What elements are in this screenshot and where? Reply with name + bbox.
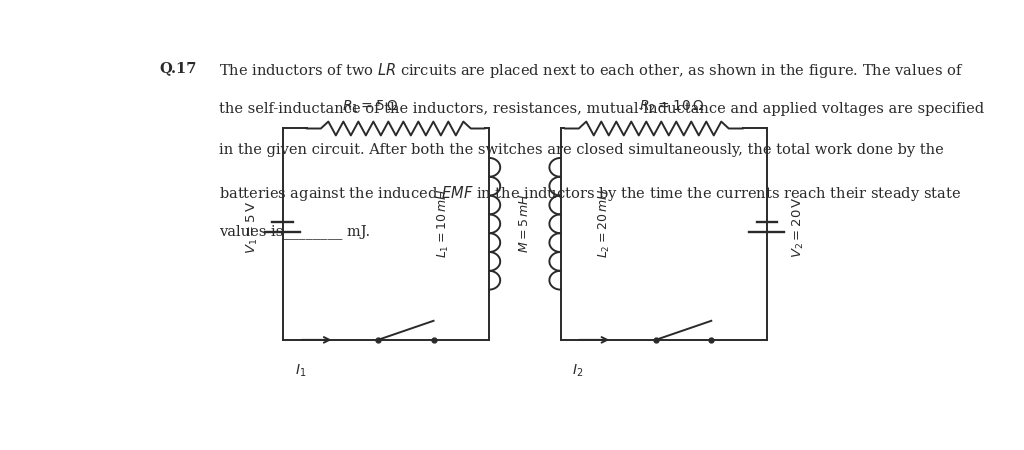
Text: in the given circuit. After both the switches are closed simultaneously, the tot: in the given circuit. After both the swi… bbox=[219, 143, 944, 157]
Text: $R_1 = 5\,\Omega$: $R_1 = 5\,\Omega$ bbox=[342, 98, 398, 115]
Text: $L_1 = 10\,mH$: $L_1 = 10\,mH$ bbox=[435, 189, 451, 258]
Text: batteries against the induced $EMF$ in the inductors by the time the currents re: batteries against the induced $EMF$ in t… bbox=[219, 184, 962, 202]
Text: values is________ mJ.: values is________ mJ. bbox=[219, 225, 371, 239]
Text: $V_1 = 5\,\mathrm{V}$: $V_1 = 5\,\mathrm{V}$ bbox=[245, 201, 260, 254]
Text: the self-inductance of the inductors, resistances, mutual-inductance and applied: the self-inductance of the inductors, re… bbox=[219, 102, 984, 116]
Text: $I_1$: $I_1$ bbox=[295, 362, 306, 379]
Text: $M = 5\,mH$: $M = 5\,mH$ bbox=[518, 194, 531, 253]
Text: $R_2 = 10\,\Omega$: $R_2 = 10\,\Omega$ bbox=[639, 98, 705, 115]
Text: $I_2$: $I_2$ bbox=[572, 362, 584, 379]
Text: Q.17: Q.17 bbox=[160, 61, 197, 75]
Text: $V_2 = 20\,\mathrm{V}$: $V_2 = 20\,\mathrm{V}$ bbox=[792, 197, 806, 258]
Text: The inductors of two $LR$ circuits are placed next to each other, as shown in th: The inductors of two $LR$ circuits are p… bbox=[219, 61, 964, 80]
Text: $L_2 = 20\,mH$: $L_2 = 20\,mH$ bbox=[597, 189, 611, 258]
